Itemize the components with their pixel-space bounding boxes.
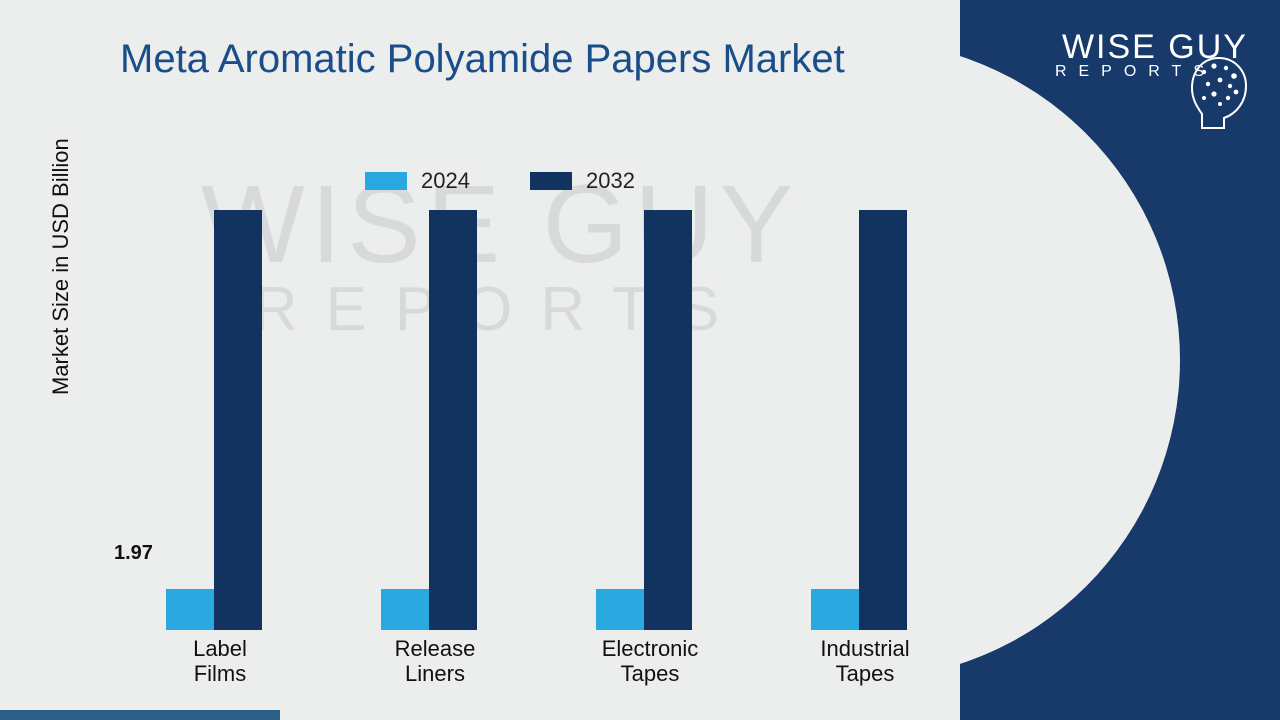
legend-label-2032: 2032 bbox=[586, 168, 635, 194]
x-axis-label: IndustrialTapes bbox=[780, 636, 950, 687]
bar-2024 bbox=[381, 589, 429, 630]
bar-2024 bbox=[166, 589, 214, 630]
x-axis-labels: LabelFilms ReleaseLiners ElectronicTapes In… bbox=[120, 636, 990, 696]
chart-canvas: WISE GUY REPORTS Meta Aromatic Polyamide… bbox=[0, 0, 1280, 720]
bottom-accent-bar bbox=[0, 710, 280, 720]
x-axis-label: ReleaseLiners bbox=[350, 636, 520, 687]
bar-group bbox=[375, 210, 495, 630]
chart-area: 1.97 bbox=[120, 210, 990, 630]
x-axis-label: LabelFilms bbox=[135, 636, 305, 687]
legend-swatch-2032 bbox=[530, 172, 572, 190]
x-axis-label: ElectronicTapes bbox=[565, 636, 735, 687]
legend-item-2032: 2032 bbox=[530, 168, 635, 194]
legend-item-2024: 2024 bbox=[365, 168, 470, 194]
bar-2032 bbox=[429, 210, 477, 630]
head-icon bbox=[1184, 52, 1254, 132]
bar-group bbox=[805, 210, 925, 630]
y-axis-label: Market Size in USD Billion bbox=[48, 138, 74, 395]
plot-area: 1.97 bbox=[120, 210, 990, 630]
legend-swatch-2024 bbox=[365, 172, 407, 190]
legend: 2024 2032 bbox=[0, 168, 1000, 194]
legend-label-2024: 2024 bbox=[421, 168, 470, 194]
bar-2024 bbox=[811, 589, 859, 630]
bar-2032 bbox=[859, 210, 907, 630]
bar-group bbox=[160, 210, 280, 630]
bar-2032 bbox=[644, 210, 692, 630]
bar-2024 bbox=[596, 589, 644, 630]
brand-logo: WISE GUY REPORTS bbox=[1055, 28, 1248, 81]
bar-group bbox=[590, 210, 710, 630]
chart-title: Meta Aromatic Polyamide Papers Market bbox=[120, 36, 860, 82]
value-label: 1.97 bbox=[114, 542, 153, 565]
bar-2032 bbox=[214, 210, 262, 630]
